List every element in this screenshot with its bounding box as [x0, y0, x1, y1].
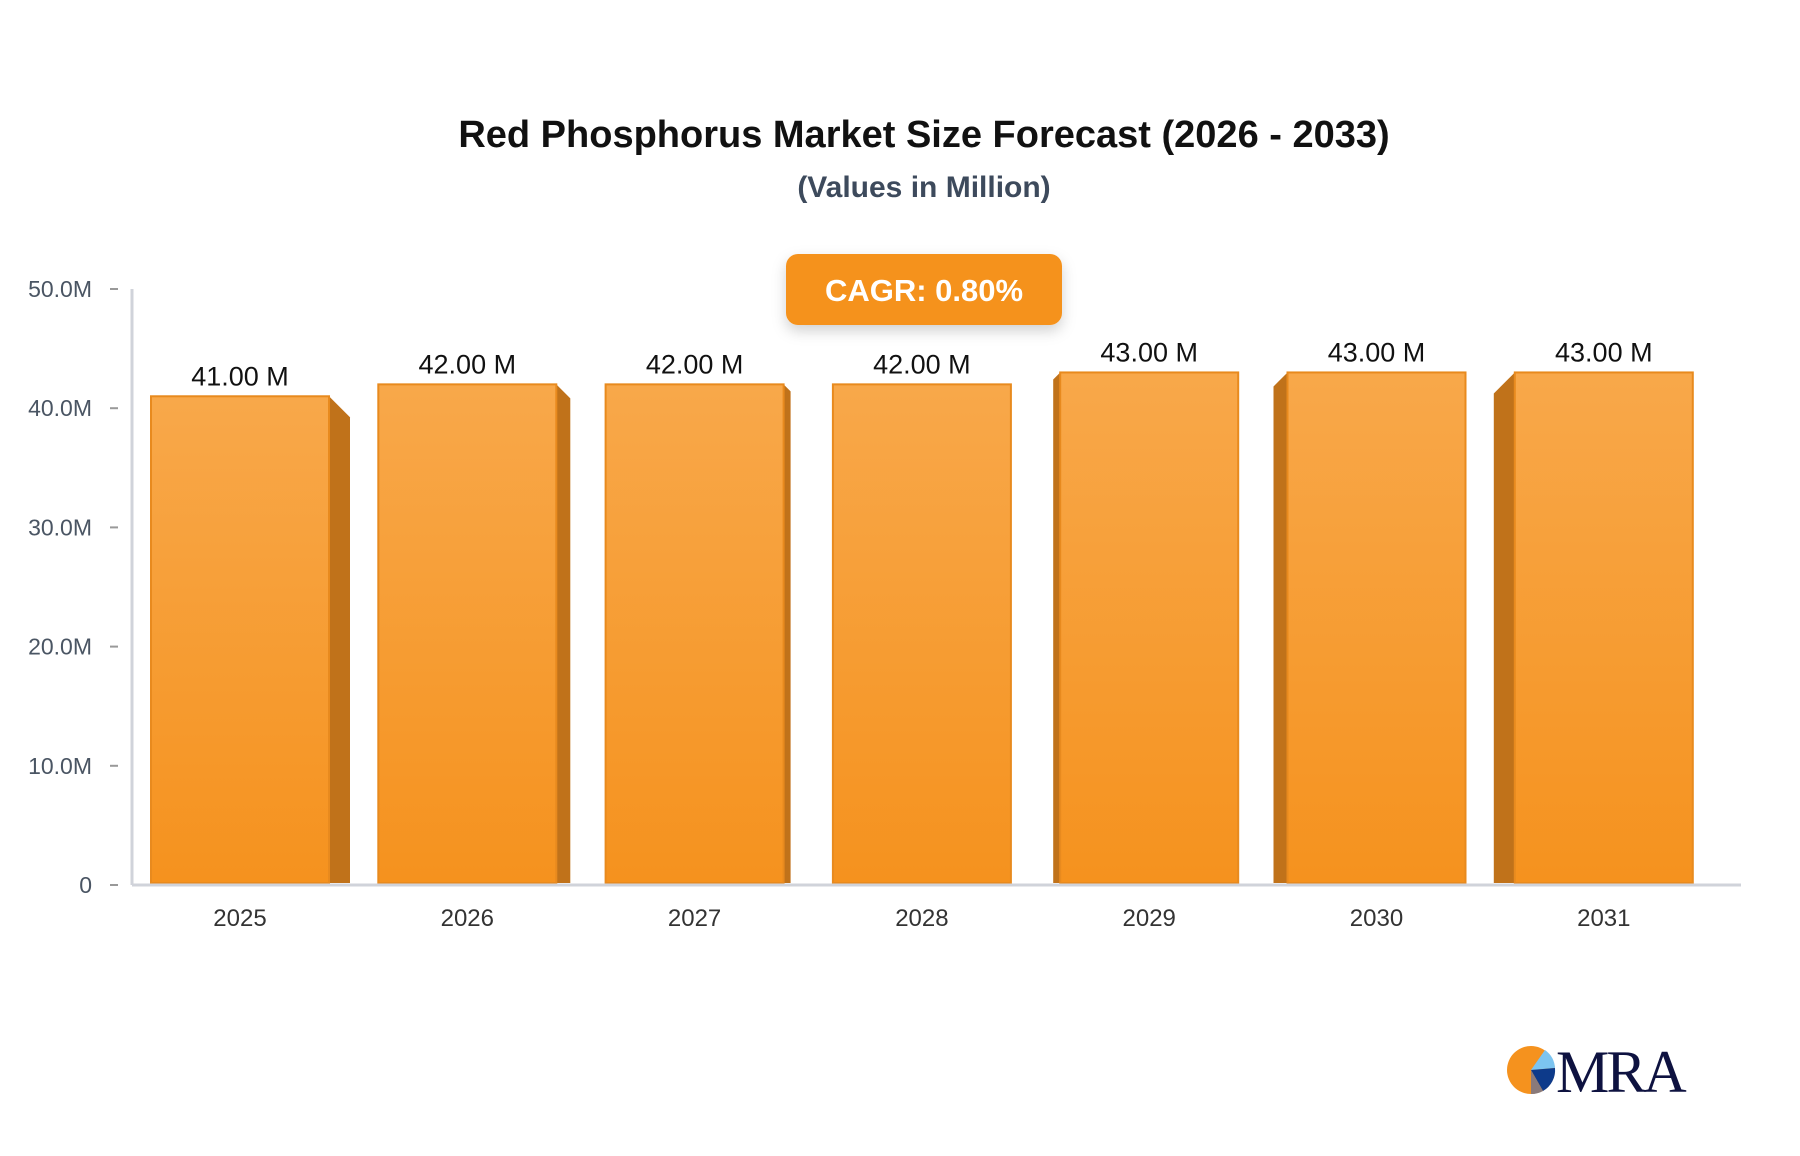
bar-side-2027: [783, 384, 791, 883]
bar-side-2026: [556, 384, 571, 883]
bar-2025: [150, 395, 330, 884]
x-tick-label-2029: 2029: [1123, 905, 1176, 932]
x-tick-label-2026: 2026: [441, 905, 494, 932]
data-label-2026: 42.00 M: [419, 349, 517, 379]
bar-2031: [1513, 371, 1694, 884]
data-label-2028: 42.00 M: [873, 349, 971, 379]
svg-text:MRA: MRA: [1556, 1039, 1686, 1105]
y-tick-label: 50.0M: [28, 276, 92, 302]
mra-logo: MRA: [1507, 1039, 1689, 1105]
cagr-label: CAGR: 0.80%: [825, 273, 1023, 308]
bar-side-2031: [1493, 372, 1515, 883]
bar-2030: [1286, 371, 1467, 884]
bar-2026: [377, 383, 558, 884]
y-tick-label: 0: [79, 872, 92, 898]
data-label-2029: 43.00 M: [1100, 337, 1198, 367]
x-tick-label-2028: 2028: [895, 905, 948, 932]
x-tick-label-2030: 2030: [1350, 905, 1403, 932]
data-label-2030: 43.00 M: [1328, 337, 1426, 367]
data-label-2031: 43.00 M: [1555, 337, 1653, 367]
chart-subtitle: (Values in Million): [797, 171, 1050, 204]
data-label-2027: 42.00 M: [646, 349, 744, 379]
chart-title: Red Phosphorus Market Size Forecast (202…: [458, 114, 1389, 156]
y-tick-label: 40.0M: [28, 395, 92, 421]
bar-side-2025: [329, 396, 350, 883]
y-tick-label: 30.0M: [28, 514, 92, 540]
x-tick-label-2031: 2031: [1577, 905, 1630, 932]
data-label-2025: 41.00 M: [191, 361, 289, 391]
bar-2027: [604, 383, 785, 884]
x-tick-label-2025: 2025: [213, 905, 266, 932]
y-tick-label: 10.0M: [28, 753, 92, 779]
bar-side-2029: [1053, 372, 1061, 883]
bar-2028: [831, 383, 1012, 884]
x-tick-label-2027: 2027: [668, 905, 721, 932]
y-tick-label: 20.0M: [28, 634, 92, 660]
bar-side-2030: [1273, 372, 1288, 883]
cagr-badge: [786, 254, 1062, 325]
bar-2029: [1059, 371, 1240, 884]
